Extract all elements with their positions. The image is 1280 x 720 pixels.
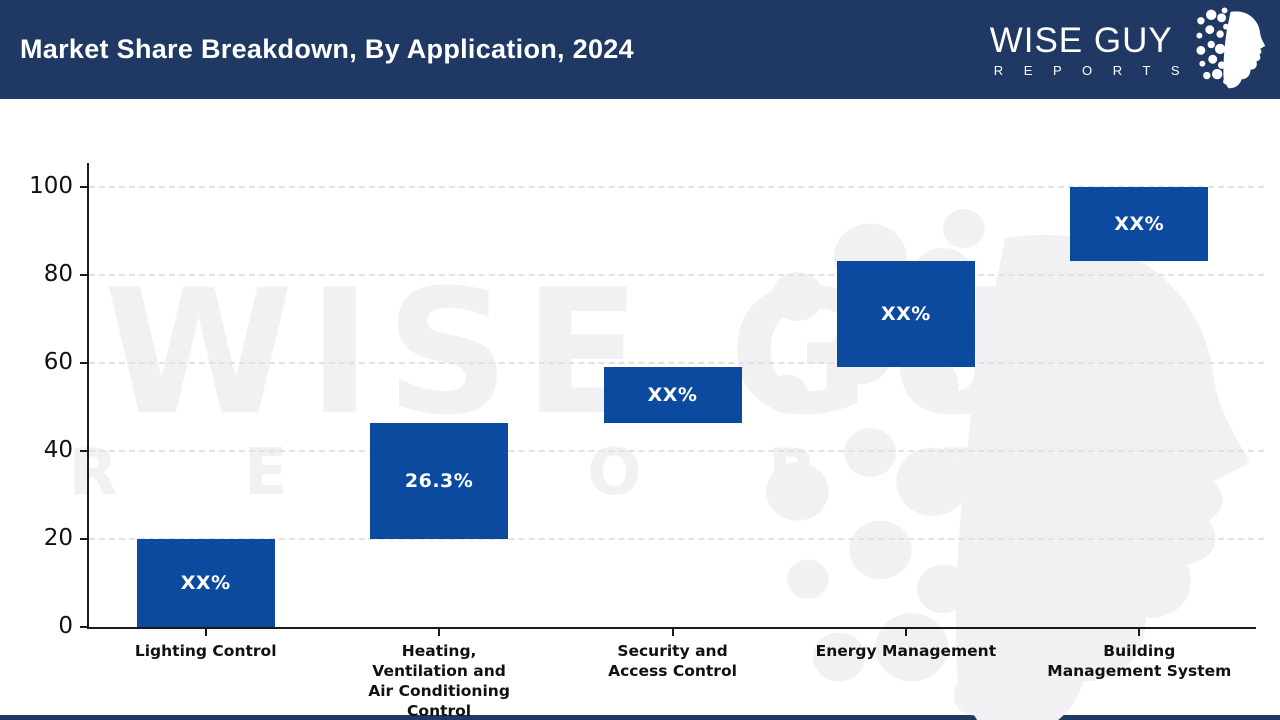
logo-wordmark: WISE GUY [989,20,1173,60]
y-tick-40 [80,450,89,452]
bar-segment: 26.3% [370,423,509,539]
grid-line-100 [89,186,1264,188]
grid-line-60 [89,362,1264,364]
footer-strip [0,715,1280,720]
x-tick [904,627,907,636]
grid-line-40 [89,450,1264,452]
x-tick [671,627,674,636]
logo-face-icon [1196,6,1266,88]
grid-line-20 [89,538,1264,540]
y-tick-60 [80,362,89,364]
y-tick-20 [80,538,89,540]
grid-line-80 [89,274,1264,276]
x-category-label: Building Management System [1047,642,1232,680]
bar-value-label: XX% [1114,213,1165,236]
x-axis-line [87,627,1256,629]
y-tick-80 [80,274,89,276]
bar-value-label: XX% [647,383,698,406]
y-tick-0 [80,626,89,628]
y-tick-label-60: 60 [43,349,73,375]
y-tick-label-20: 20 [43,525,73,551]
bar-value-label: 26.3% [404,470,474,493]
x-tick [438,627,441,636]
header-bar: Market Share Breakdown, By Application, … [0,0,1280,99]
logo-text: WISE GUY R E P O R T S [990,23,1188,77]
x-category-label: Lighting Control [134,642,277,660]
bar-segment: XX% [836,261,975,367]
bar-value-label: XX% [880,302,931,325]
bar-segment: XX% [1070,187,1209,262]
y-tick-label-40: 40 [43,437,73,463]
bar-segment: XX% [136,539,275,627]
bar-segment: XX% [603,366,742,424]
bar-value-label: XX% [180,572,231,594]
x-category-label: Heating, Ventilation and Air Conditionin… [368,642,510,720]
y-tick-label-80: 80 [43,261,73,287]
x-category-label: Energy Management [815,642,997,660]
y-tick-100 [80,186,89,188]
page-title: Market Share Breakdown, By Application, … [20,34,634,64]
y-tick-label-100: 100 [29,173,73,199]
x-tick [204,627,207,636]
logo-subtitle: R E P O R T S [993,62,1188,78]
x-category-label: Security and Access Control [608,642,737,680]
chart-area: WISE GUY R E P O R T S 0 20 40 60 80 100 XX% 26… [0,99,1280,720]
y-axis-line [87,163,89,629]
wise-guy-logo: WISE GUY R E P O R T S [990,6,1266,93]
y-tick-label-0: 0 [58,613,73,639]
x-tick [1138,627,1141,636]
